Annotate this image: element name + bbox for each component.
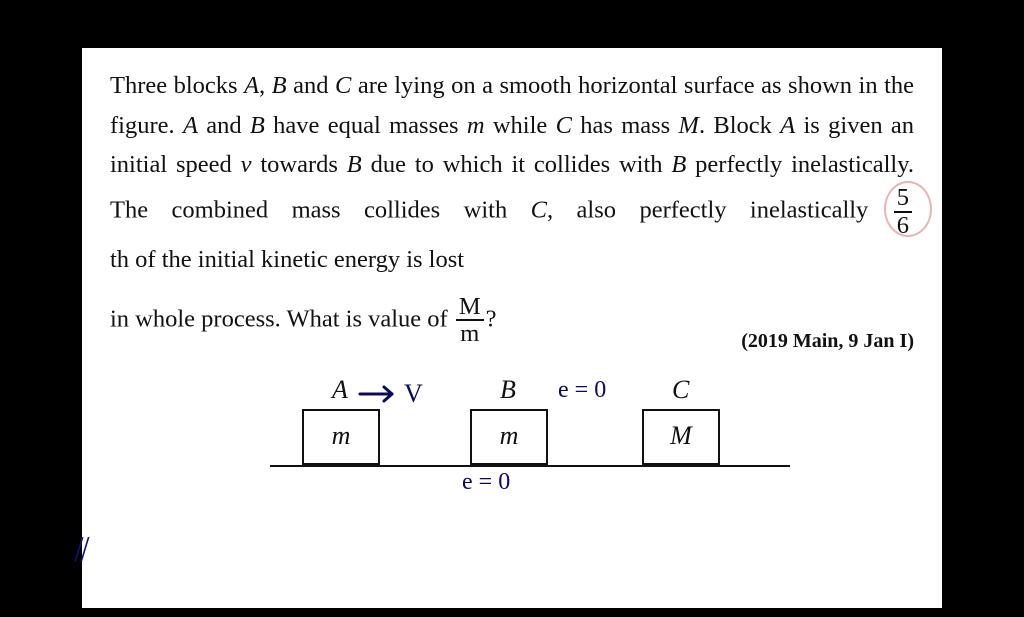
mass-label: M: [670, 421, 692, 451]
text: ?: [486, 305, 497, 332]
text: and: [198, 112, 250, 139]
text: due to which it collides with: [362, 151, 672, 178]
blocks-diagram: A B C V e = 0 m m M e = 0: [110, 361, 914, 496]
text: , also perfectly inelastically: [547, 196, 892, 223]
var-B: B: [272, 72, 287, 99]
label-B: B: [500, 375, 516, 405]
var-B: B: [347, 151, 362, 178]
denominator: m: [456, 321, 484, 347]
restitution-e0: e = 0: [558, 377, 606, 404]
problem-page: Three blocks A, B and C are lying on a s…: [82, 48, 942, 608]
mass-label: m: [332, 421, 351, 451]
var-C: C: [335, 72, 351, 99]
spacer: [110, 280, 914, 294]
problem-statement: Three blocks A, B and C are lying on a s…: [110, 66, 914, 280]
var-B: B: [671, 151, 686, 178]
label-C: C: [672, 375, 689, 405]
text: th of the initial kinetic energy is lost: [110, 240, 464, 280]
text: . Block: [699, 112, 780, 139]
block-B: m: [470, 409, 548, 465]
var-B: B: [250, 112, 265, 139]
block-A: m: [302, 409, 380, 465]
text: Three blocks: [110, 72, 244, 99]
question-line: in whole process. What is value of M m ?…: [110, 294, 914, 347]
var-A: A: [183, 112, 198, 139]
var-v: v: [241, 151, 252, 178]
var-M: M: [679, 112, 699, 139]
var-C: C: [531, 196, 547, 223]
denominator: 6: [894, 213, 912, 239]
var-C: C: [556, 112, 572, 139]
hand-slashes: //: [73, 528, 86, 570]
fraction-M-m: M m: [456, 294, 484, 347]
label-A: A: [332, 375, 348, 405]
text: have equal masses: [265, 112, 467, 139]
text: and: [287, 72, 335, 99]
mass-label: m: [500, 421, 519, 451]
restitution-e0-below: e = 0: [462, 469, 510, 496]
text: towards: [252, 151, 347, 178]
var-A: A: [244, 72, 259, 99]
var-A: A: [780, 112, 795, 139]
numerator: 5: [894, 185, 912, 213]
velocity-label: V: [404, 379, 423, 409]
numerator: M: [456, 294, 484, 322]
ground-line: [270, 465, 790, 467]
fraction-5-6: 5 6: [894, 185, 912, 238]
text: ,: [259, 72, 272, 99]
hand-arrow-v: V: [358, 379, 423, 409]
text: has mass: [572, 112, 679, 139]
text: in whole process. What is value of: [110, 305, 454, 332]
var-m: m: [467, 112, 485, 139]
text: while: [485, 112, 556, 139]
exam-tag: (2019 Main, 9 Jan I): [741, 330, 914, 353]
block-C: M: [642, 409, 720, 465]
arrow-icon: [358, 383, 400, 405]
